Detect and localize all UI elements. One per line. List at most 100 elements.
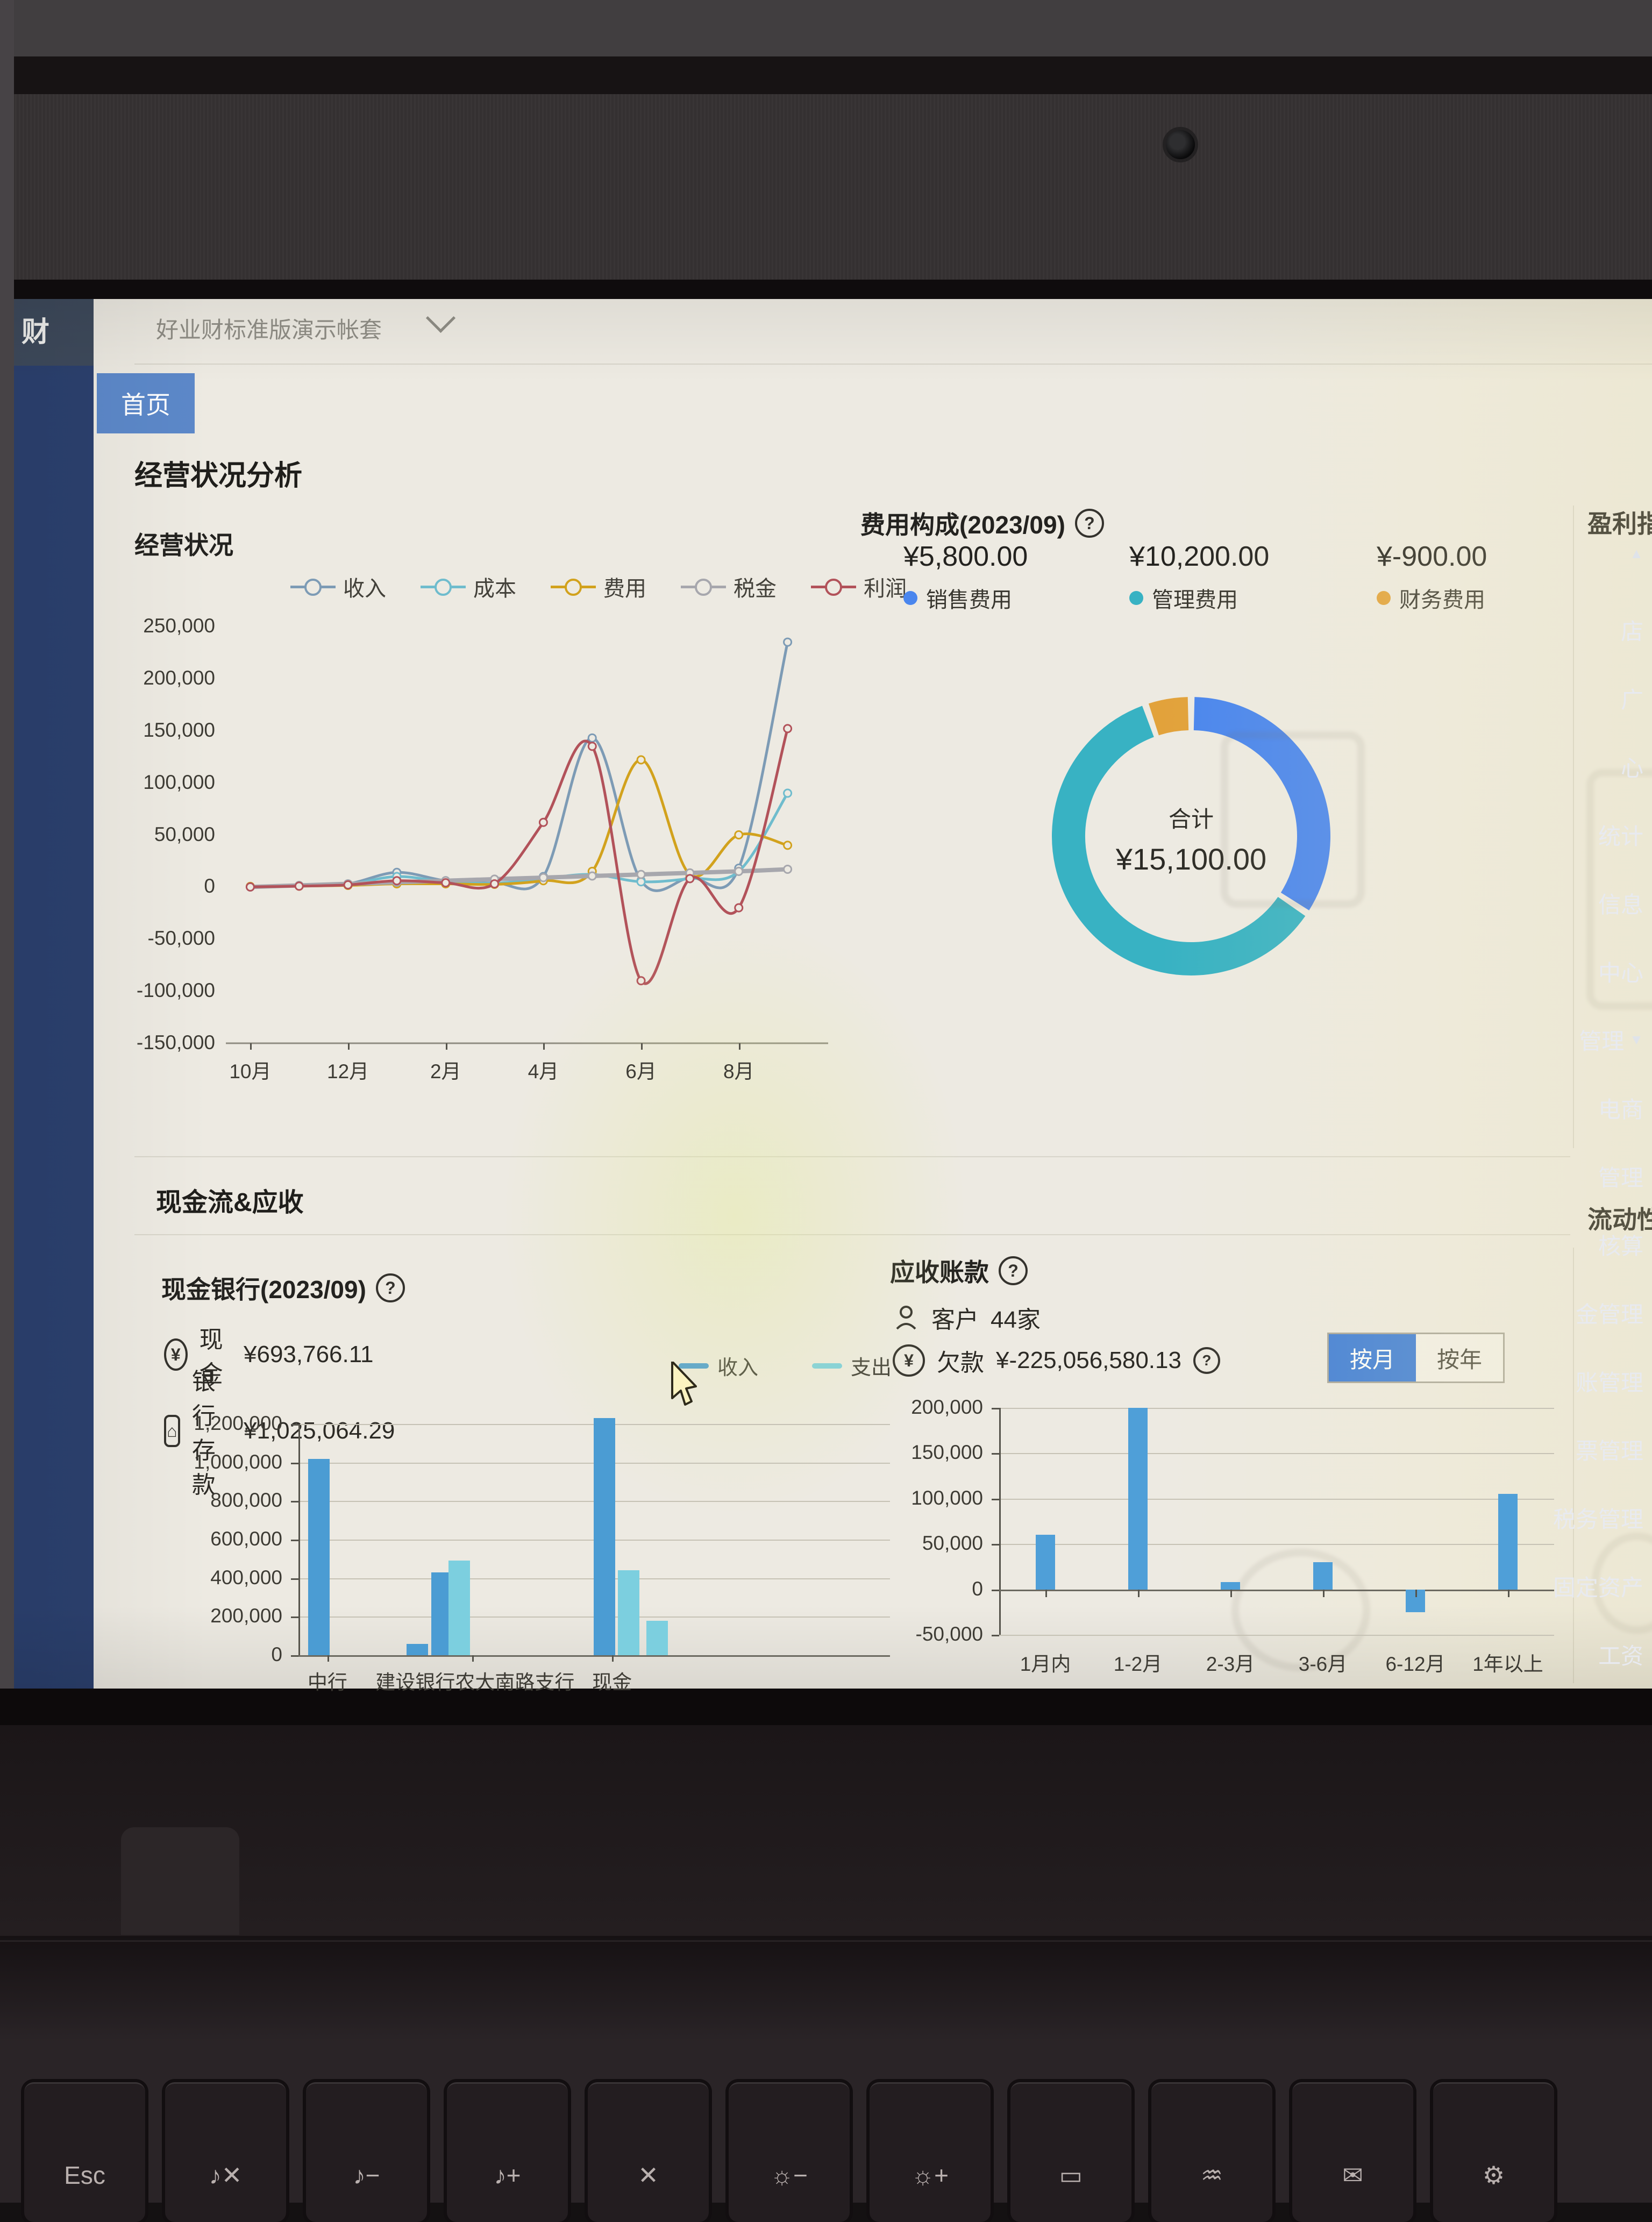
laptop-hinge bbox=[121, 1827, 239, 1935]
sidebar-item-5[interactable]: 信息 bbox=[1598, 892, 1643, 917]
legend-item-成本[interactable]: 成本 bbox=[421, 571, 516, 602]
sidebar-item-10[interactable]: 核算 bbox=[1598, 1234, 1643, 1259]
account-title[interactable]: 好业财标准版演示帐套 bbox=[156, 317, 382, 343]
mic-mute-key[interactable]: ✕ bbox=[588, 2082, 709, 2222]
legend-item-收入[interactable]: 收入 bbox=[290, 571, 386, 602]
sidebar-item-0[interactable]: ▲ bbox=[1629, 545, 1643, 562]
cash-row-银行存款: ⌂ 银行存款 ¥1,025,064.29 bbox=[164, 1362, 395, 1500]
cash-bar-收入 bbox=[308, 1458, 330, 1655]
gridline bbox=[999, 1408, 1554, 1409]
tick bbox=[1230, 1589, 1232, 1597]
stat-dot-icon bbox=[1377, 591, 1391, 605]
cash-chart-y-tick: 800,000 bbox=[210, 1489, 282, 1512]
esc-key[interactable]: Esc bbox=[24, 2082, 145, 2222]
sidebar-item-7[interactable]: 管理 ▼ bbox=[1579, 1029, 1643, 1054]
cash-chart-y-tick: 1,200,000 bbox=[194, 1412, 282, 1434]
sidebar-item-1[interactable]: 店 bbox=[1620, 619, 1643, 644]
tick bbox=[992, 1589, 999, 1591]
aging-chart-y-tick: 150,000 bbox=[911, 1441, 983, 1464]
cash-chart-y-tick: 0 bbox=[271, 1643, 282, 1665]
donut-center: 合计 ¥15,100.00 bbox=[1115, 807, 1267, 876]
sidebar-item-13[interactable]: 票管理 bbox=[1575, 1438, 1643, 1464]
settings-key[interactable]: ⚙ bbox=[1433, 2082, 1554, 2222]
toggle-按年[interactable]: 按年 bbox=[1436, 1347, 1482, 1372]
legend-item-税金[interactable]: 税金 bbox=[681, 571, 777, 602]
tick bbox=[348, 1043, 350, 1050]
sidebar-item-15[interactable]: 固定资产 bbox=[1553, 1575, 1643, 1600]
donut-slice-销售费用 bbox=[1193, 697, 1330, 910]
help-icon[interactable]: ? bbox=[375, 1273, 405, 1302]
person-icon bbox=[896, 1306, 916, 1330]
bank-house-icon: ⌂ bbox=[164, 1415, 180, 1447]
sidebar-item-11[interactable]: 金管理 bbox=[1575, 1302, 1643, 1327]
help-icon[interactable]: ? bbox=[999, 1256, 1028, 1285]
sidebar-item-12[interactable]: 账管理 bbox=[1575, 1370, 1643, 1395]
tick bbox=[250, 1043, 252, 1050]
tick bbox=[327, 1655, 329, 1662]
line-chart-y-tick: 200,000 bbox=[143, 666, 215, 689]
sidebar-item-3[interactable]: 心 bbox=[1620, 756, 1643, 781]
legend-marker-icon bbox=[290, 579, 336, 596]
sidebar-item-14[interactable]: 税务管理 bbox=[1553, 1507, 1643, 1532]
tab-home[interactable]: 首页 bbox=[97, 373, 195, 433]
stat-dot-icon bbox=[903, 591, 917, 605]
stat-label: 财务费用 bbox=[1377, 582, 1487, 614]
legend-marker-icon bbox=[551, 579, 596, 596]
aging-chart-y-tick: 200,000 bbox=[911, 1396, 983, 1418]
expand-down-icon[interactable]: ▼ bbox=[1629, 1031, 1643, 1048]
legend-item-利润[interactable]: 利润 bbox=[811, 571, 907, 602]
volume-up-key[interactable]: ♪+ bbox=[447, 2082, 568, 2222]
sidebar-item-4[interactable]: 统计 bbox=[1598, 824, 1643, 849]
tick bbox=[992, 1635, 999, 1636]
gridline bbox=[999, 1544, 1554, 1546]
cash-chart-y-axis bbox=[298, 1424, 300, 1655]
legend-marker-icon bbox=[681, 579, 726, 596]
mute-key[interactable]: ♪✕ bbox=[165, 2082, 286, 2222]
sidebar-item-2[interactable]: 广 bbox=[1620, 687, 1643, 713]
aging-bar-1年以上 bbox=[1498, 1494, 1518, 1590]
legend-marker-icon bbox=[421, 579, 466, 596]
toggle-按月[interactable]: 按月 bbox=[1329, 1334, 1416, 1381]
aging-chart-y-tick: 50,000 bbox=[922, 1532, 983, 1555]
stat-value: ¥10,200.00 bbox=[1129, 541, 1270, 572]
cash-bar-支出 bbox=[448, 1561, 471, 1655]
panel-divider bbox=[1573, 505, 1574, 1148]
collapse-up-icon[interactable]: ▲ bbox=[1629, 545, 1643, 561]
display-switch-key[interactable]: ▭ bbox=[1010, 2082, 1131, 2222]
sidebar-item-6[interactable]: 中心 bbox=[1598, 960, 1643, 986]
sidebar-item-16[interactable]: 工资 bbox=[1598, 1643, 1643, 1669]
tick bbox=[445, 1043, 447, 1050]
app-logo: 财 bbox=[14, 299, 94, 366]
line-chart-x-tick: 2月 bbox=[430, 1060, 461, 1082]
cash-chart-y-tick: 1,000,000 bbox=[194, 1450, 282, 1473]
sidebar-item-8[interactable]: 电商 bbox=[1598, 1097, 1643, 1122]
line-chart-y-tick: 50,000 bbox=[154, 823, 215, 845]
laptop-screen bbox=[14, 299, 1652, 1689]
cash-bar-收入 bbox=[406, 1643, 428, 1655]
legend-item-费用[interactable]: 费用 bbox=[551, 571, 646, 602]
chat-key[interactable]: ✉ bbox=[1292, 2082, 1413, 2222]
brightness-up-key[interactable]: ☼+ bbox=[870, 2082, 991, 2222]
cash-chart-x-axis bbox=[298, 1655, 890, 1657]
app-sidebar bbox=[14, 299, 94, 1689]
aging-chart-x-tick: 1-2月 bbox=[1113, 1653, 1163, 1675]
cash-chart-x-tick: 建设银行农大南路支行 bbox=[375, 1671, 575, 1693]
cash-chart-legend: 收入 支出 bbox=[679, 1351, 892, 1380]
line-chart-y-tick: 150,000 bbox=[143, 718, 215, 741]
tick bbox=[291, 1462, 298, 1464]
sidebar-item-9[interactable]: 管理 bbox=[1598, 1165, 1643, 1191]
line-chart-y-tick: -100,000 bbox=[136, 979, 215, 1002]
line-chart-x-tick: 8月 bbox=[723, 1060, 754, 1082]
volume-down-key[interactable]: ♪− bbox=[306, 2082, 427, 2222]
aging-chart-x-tick: 1年以上 bbox=[1472, 1653, 1543, 1675]
legend-item-收入[interactable]: 收入 bbox=[679, 1351, 758, 1380]
help-icon[interactable]: ? bbox=[1074, 509, 1104, 538]
cash-bar-支出 bbox=[646, 1620, 668, 1655]
section2-divider bbox=[134, 1234, 1570, 1235]
cash-chart-x-tick: 中行 bbox=[307, 1671, 347, 1693]
cash-chart-y-tick: 400,000 bbox=[210, 1566, 282, 1589]
help-icon[interactable]: ? bbox=[1193, 1347, 1220, 1374]
brightness-down-key[interactable]: ☼− bbox=[729, 2082, 850, 2222]
wireless-key[interactable]: ♒ bbox=[1151, 2082, 1272, 2222]
legend-item-支出[interactable]: 支出 bbox=[812, 1351, 892, 1380]
